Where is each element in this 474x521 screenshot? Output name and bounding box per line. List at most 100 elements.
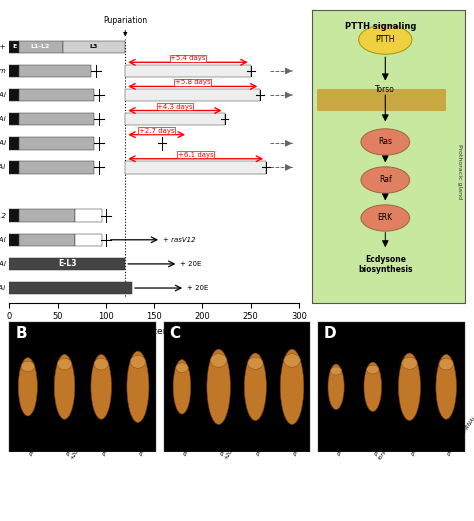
Ellipse shape [402, 357, 417, 369]
Bar [9, 233, 19, 246]
Text: +5.4 days: +5.4 days [170, 55, 206, 61]
Ellipse shape [436, 354, 456, 419]
Text: phm>Draf-RNAi: phm>Draf-RNAi [0, 140, 6, 146]
Bar [9, 89, 19, 102]
Ellipse shape [210, 354, 227, 367]
Text: Raf: Raf [379, 176, 392, 184]
Bar [125, 161, 266, 173]
Text: + 20E: + 20E [187, 285, 209, 291]
Bar [75, 209, 102, 222]
Ellipse shape [18, 357, 37, 416]
Ellipse shape [244, 353, 266, 420]
Ellipse shape [176, 363, 188, 373]
Ellipse shape [21, 361, 35, 371]
Ellipse shape [439, 358, 453, 370]
Text: + rasV12: + rasV12 [163, 237, 195, 243]
Ellipse shape [130, 355, 146, 368]
Text: +2.7 days: +2.7 days [139, 128, 174, 134]
Bar [19, 89, 94, 102]
Bar [19, 137, 94, 150]
Bar [19, 233, 75, 246]
Ellipse shape [94, 358, 109, 370]
Ellipse shape [361, 129, 410, 155]
Text: +4.3 days: +4.3 days [157, 104, 193, 109]
Ellipse shape [54, 354, 75, 419]
Bar [9, 282, 132, 294]
Ellipse shape [361, 205, 410, 231]
Text: phm>torso-RNAi: phm>torso-RNAi [0, 92, 6, 98]
Ellipse shape [366, 365, 379, 374]
Bar [75, 233, 102, 246]
Text: phm>ERK-RNAi: phm>ERK-RNAi [0, 285, 6, 291]
Bar [9, 41, 19, 53]
Bar [19, 209, 75, 222]
Ellipse shape [364, 362, 382, 412]
Text: phm>rasV12,torso-RNAi: phm>rasV12,torso-RNAi [0, 237, 6, 243]
Bar [9, 258, 125, 270]
Ellipse shape [399, 353, 420, 420]
Bar [125, 65, 251, 77]
X-axis label: Time (hours after egg laying): Time (hours after egg laying) [88, 327, 220, 336]
Text: Ras: Ras [378, 138, 392, 146]
Ellipse shape [328, 364, 344, 410]
Text: phm>rasV12: phm>rasV12 [336, 425, 361, 457]
Text: +6.1 days: +6.1 days [178, 152, 214, 158]
Text: phm>+: phm>+ [410, 437, 426, 457]
Ellipse shape [330, 367, 342, 375]
Bar [19, 113, 94, 126]
Text: D: D [324, 326, 336, 341]
Text: ptth>grim: ptth>grim [182, 431, 202, 457]
Ellipse shape [280, 349, 304, 425]
Text: Pupariation: Pupariation [103, 16, 147, 35]
Bar [125, 113, 225, 126]
Text: ptth>grim: ptth>grim [0, 68, 6, 74]
Text: phm>ras85D-RNAi: phm>ras85D-RNAi [0, 116, 6, 122]
Bar [125, 89, 260, 102]
Text: PTTH: PTTH [375, 35, 395, 44]
Text: phm>rasV12: phm>rasV12 [0, 213, 6, 219]
Bar [9, 65, 19, 77]
Text: phm>torso-RNAi
+20E: phm>torso-RNAi +20E [64, 417, 100, 461]
Text: C: C [170, 326, 181, 341]
Text: ptth>grim: ptth>grim [28, 431, 48, 457]
Text: phm>rasV12,
torso-RNAi: phm>rasV12, torso-RNAi [373, 424, 403, 461]
Text: phm>ERK-RNAi: phm>ERK-RNAi [255, 419, 284, 457]
Text: B: B [15, 326, 27, 341]
Text: Torso: Torso [375, 85, 395, 94]
Bar [9, 161, 19, 173]
Ellipse shape [127, 351, 149, 423]
Bar [9, 209, 19, 222]
Text: PTTH signaling: PTTH signaling [345, 22, 417, 31]
Ellipse shape [361, 167, 410, 193]
Text: phm>+: phm>+ [0, 44, 6, 50]
Bar [63, 41, 125, 53]
Text: L1-L2: L1-L2 [31, 44, 50, 49]
Text: E-L3: E-L3 [58, 259, 77, 268]
Text: Prothoracic gland: Prothoracic gland [457, 144, 463, 199]
Ellipse shape [359, 25, 412, 54]
Text: +5.8 days: +5.8 days [175, 79, 210, 85]
Bar [19, 161, 94, 173]
Text: + 20E: + 20E [180, 261, 201, 267]
Text: phm>+: phm>+ [292, 437, 309, 457]
Text: ERK: ERK [378, 214, 393, 222]
Ellipse shape [91, 354, 111, 419]
Text: phm>ERK-RNAi: phm>ERK-RNAi [0, 165, 6, 170]
Text: L3: L3 [89, 44, 98, 49]
Bar [317, 89, 446, 111]
Text: phm>torso-RNAi: phm>torso-RNAi [101, 417, 132, 457]
Ellipse shape [57, 358, 72, 370]
Bar [19, 41, 63, 53]
Text: phm>torso-RNAi: phm>torso-RNAi [0, 261, 6, 267]
Ellipse shape [173, 359, 191, 414]
Ellipse shape [207, 349, 230, 425]
Text: phm>torso-RNAi: phm>torso-RNAi [446, 417, 474, 457]
Text: E: E [12, 44, 17, 49]
Text: phm>+: phm>+ [138, 437, 155, 457]
Text: phm>ERK-RNAi
+20E: phm>ERK-RNAi +20E [219, 419, 252, 461]
Bar [9, 113, 19, 126]
Bar [19, 65, 91, 77]
Bar [9, 137, 19, 150]
Ellipse shape [247, 357, 263, 369]
Text: Ecdysone
biosynthesis: Ecdysone biosynthesis [358, 255, 412, 275]
